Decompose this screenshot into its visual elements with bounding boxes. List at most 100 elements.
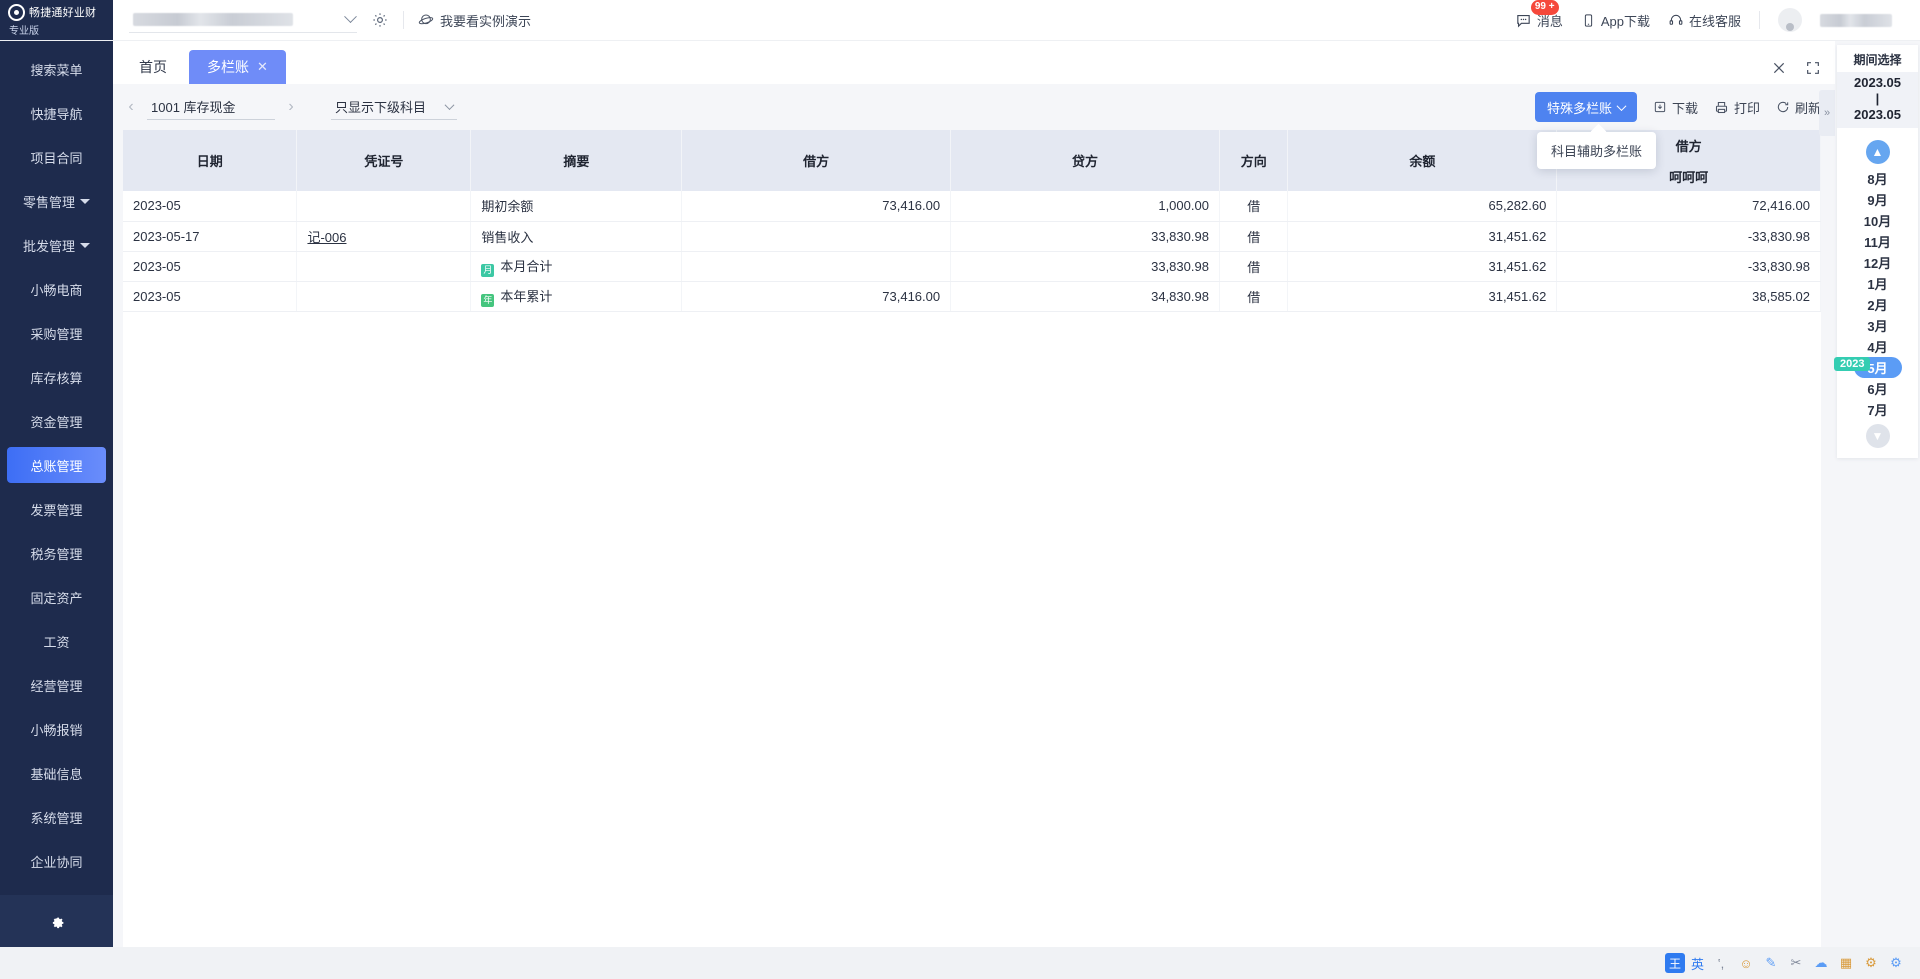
app-download-button[interactable]: App下载 bbox=[1581, 11, 1650, 30]
sidebar-item-8[interactable]: 资金管理 bbox=[0, 399, 113, 443]
sidebar-item-7[interactable]: 库存核算 bbox=[0, 355, 113, 399]
period-month-8月[interactable]: 8月 bbox=[1867, 172, 1888, 187]
close-icon[interactable] bbox=[1771, 60, 1787, 76]
org-selector[interactable] bbox=[129, 7, 357, 33]
special-ledger-dropdown[interactable]: 科目辅助多栏账 bbox=[1536, 132, 1656, 169]
ime-indicator[interactable]: 王 英 bbox=[1664, 953, 1704, 973]
sidebar-item-3[interactable]: 零售管理 bbox=[0, 179, 113, 223]
chevron-up-icon[interactable]: ▲ bbox=[1865, 140, 1890, 164]
cell-extra-debit: 72,416.00 bbox=[1556, 191, 1821, 222]
refresh-button[interactable]: 刷新 bbox=[1776, 98, 1821, 117]
period-month-7月[interactable]: 7月 bbox=[1867, 403, 1888, 418]
period-month-11月[interactable]: 11月 bbox=[1864, 235, 1891, 250]
cloud-icon[interactable]: ☁ bbox=[1814, 955, 1828, 970]
column-header-4[interactable]: 贷方 bbox=[950, 130, 1220, 191]
planet-icon bbox=[418, 14, 434, 25]
period-month-6月[interactable]: 6月 bbox=[1867, 382, 1888, 397]
sidebar-item-16[interactable]: 基础信息 bbox=[0, 751, 113, 795]
ledger-table-container[interactable]: 日期 凭证号 摘要 借方 贷方 方向 余额 借方 呵呵呵 2023-05 期初余额 73,416.… bbox=[123, 130, 1821, 947]
cell-debit bbox=[681, 221, 952, 252]
chevron-left-icon[interactable]: ‹ bbox=[128, 98, 134, 115]
sidebar-item-0[interactable]: 搜索菜单 bbox=[0, 47, 113, 91]
cell-balance: 31,451.62 bbox=[1287, 221, 1558, 252]
period-month-3月[interactable]: 3月 bbox=[1867, 319, 1888, 334]
special-ledger-button[interactable]: 特殊多栏账 bbox=[1534, 92, 1637, 122]
ledger-panel: ‹ 1001 库存现金 › 只显示下级科目 特殊多栏账 bbox=[113, 84, 1835, 947]
sidebar-item-15[interactable]: 小畅报销 bbox=[0, 707, 113, 751]
column-header-2[interactable]: 摘要 bbox=[470, 130, 683, 191]
demo-link[interactable]: 我要看实例演示 bbox=[418, 11, 531, 30]
sidebar-item-12[interactable]: 固定资产 bbox=[0, 575, 113, 619]
headset-icon bbox=[1669, 14, 1683, 25]
table-row[interactable]: 2023-05-17 记-006 销售收入 33,830.98 借 31,451.62 -3… bbox=[123, 221, 1821, 252]
chevron-right-icon[interactable]: › bbox=[288, 98, 294, 115]
table-row[interactable]: 2023-05 年本年累计 73,416.00 34,830.98 借 31,451.62… bbox=[123, 281, 1821, 312]
cell-direction-text: 借 bbox=[1247, 289, 1261, 305]
header-divider bbox=[403, 11, 404, 29]
online-support-button[interactable]: 在线客服 bbox=[1668, 11, 1741, 30]
gear-icon[interactable] bbox=[371, 11, 389, 29]
sidebar-item-9[interactable]: 总账管理 bbox=[0, 443, 113, 487]
grid-icon[interactable]: ▦ bbox=[1839, 955, 1853, 970]
sidebar-item-11[interactable]: 税务管理 bbox=[0, 531, 113, 575]
sidebar-item-13[interactable]: 工资 bbox=[0, 619, 113, 663]
sidebar-item-5[interactable]: 小畅电商 bbox=[0, 267, 113, 311]
sidebar-item-4[interactable]: 批发管理 bbox=[0, 223, 113, 267]
tab-0[interactable]: 首页 bbox=[121, 50, 185, 84]
sidebar-settings-button[interactable] bbox=[0, 895, 113, 947]
chevron-down-icon bbox=[1616, 100, 1627, 111]
smile-icon[interactable]: ☺ bbox=[1739, 955, 1753, 971]
column-header-5[interactable]: 方向 bbox=[1219, 130, 1289, 191]
sidebar-item-1[interactable]: 快捷导航 bbox=[0, 91, 113, 135]
messages-button[interactable]: 消息 99 + bbox=[1515, 0, 1563, 30]
pen-icon[interactable]: ✎ bbox=[1765, 955, 1777, 970]
collapse-right-icon[interactable]: » bbox=[1819, 90, 1835, 136]
period-month-9月[interactable]: 9月 bbox=[1867, 193, 1888, 208]
column-header-6[interactable]: 余额 bbox=[1287, 130, 1558, 191]
column-header-0[interactable]: 日期 bbox=[123, 130, 298, 191]
org-name-masked bbox=[133, 13, 293, 26]
scissors-icon[interactable]: ✂ bbox=[1790, 955, 1802, 970]
refresh-label: 刷新 bbox=[1794, 100, 1821, 116]
sidebar-item-label: 经营管理 bbox=[30, 678, 83, 694]
sidebar-item-18[interactable]: 企业协同 bbox=[0, 839, 113, 883]
table-row[interactable]: 2023-05 月本月合计 33,830.98 借 31,451.62 -33,830.9… bbox=[123, 251, 1821, 282]
period-month-12月[interactable]: 12月 bbox=[1863, 256, 1892, 271]
period-month-2月[interactable]: 2月 bbox=[1867, 298, 1888, 313]
account-selector[interactable]: 1001 库存现金 bbox=[147, 94, 275, 120]
cell-voucher bbox=[296, 251, 472, 282]
sub-account-filter[interactable]: 只显示下级科目 bbox=[331, 94, 458, 120]
period-range[interactable]: 2023.05 | 2023.05 bbox=[1837, 72, 1918, 128]
sidebar-item-10[interactable]: 发票管理 bbox=[0, 487, 113, 531]
gear-icon[interactable]: ⚙ bbox=[1890, 955, 1902, 970]
cell-voucher[interactable]: 记-006 bbox=[296, 221, 472, 252]
sidebar-item-2[interactable]: 项目合同 bbox=[0, 135, 113, 179]
comma-icon[interactable]: ‛, bbox=[1717, 955, 1725, 971]
tab-close-icon[interactable]: ✕ bbox=[257, 59, 268, 74]
column-header-3[interactable]: 借方 bbox=[681, 130, 952, 191]
trash-icon[interactable]: ⚙ bbox=[1865, 955, 1877, 970]
cell-direction: 借 bbox=[1219, 221, 1289, 252]
brand-logo-icon bbox=[8, 3, 25, 21]
ime-statusbar: 王 英 ‛, ☺ ✎ ✂ ☁ ▦ ⚙ ⚙ bbox=[0, 947, 1920, 979]
column-header-1[interactable]: 凭证号 bbox=[296, 130, 472, 191]
ime-lang[interactable]: 英 bbox=[1690, 956, 1704, 972]
cell-extra-debit: -33,830.98 bbox=[1556, 221, 1821, 252]
tab-1[interactable]: 多栏账 ✕ bbox=[189, 50, 286, 84]
sidebar-item-19[interactable]: 新手引导 bbox=[0, 883, 113, 895]
cell-extra-debit: -33,830.98 bbox=[1556, 251, 1821, 282]
sidebar-item-14[interactable]: 经营管理 bbox=[0, 663, 113, 707]
fullscreen-icon[interactable] bbox=[1805, 60, 1821, 76]
print-button[interactable]: 打印 bbox=[1714, 98, 1760, 117]
sidebar-item-6[interactable]: 采购管理 bbox=[0, 311, 113, 355]
cell-balance: 31,451.62 bbox=[1287, 281, 1558, 312]
avatar[interactable] bbox=[1778, 8, 1802, 32]
period-month-4月[interactable]: 4月 bbox=[1867, 340, 1888, 355]
download-button[interactable]: 下载 bbox=[1653, 98, 1698, 117]
cell-summary: 期初余额 bbox=[470, 191, 683, 222]
period-month-10月[interactable]: 10月 bbox=[1863, 214, 1892, 229]
period-month-1月[interactable]: 1月 bbox=[1867, 277, 1888, 292]
sidebar-item-17[interactable]: 系统管理 bbox=[0, 795, 113, 839]
chevron-down-icon[interactable]: ▼ bbox=[1865, 424, 1890, 448]
table-row[interactable]: 2023-05 期初余额 73,416.00 1,000.00 借 65,282.60 72… bbox=[123, 191, 1821, 222]
